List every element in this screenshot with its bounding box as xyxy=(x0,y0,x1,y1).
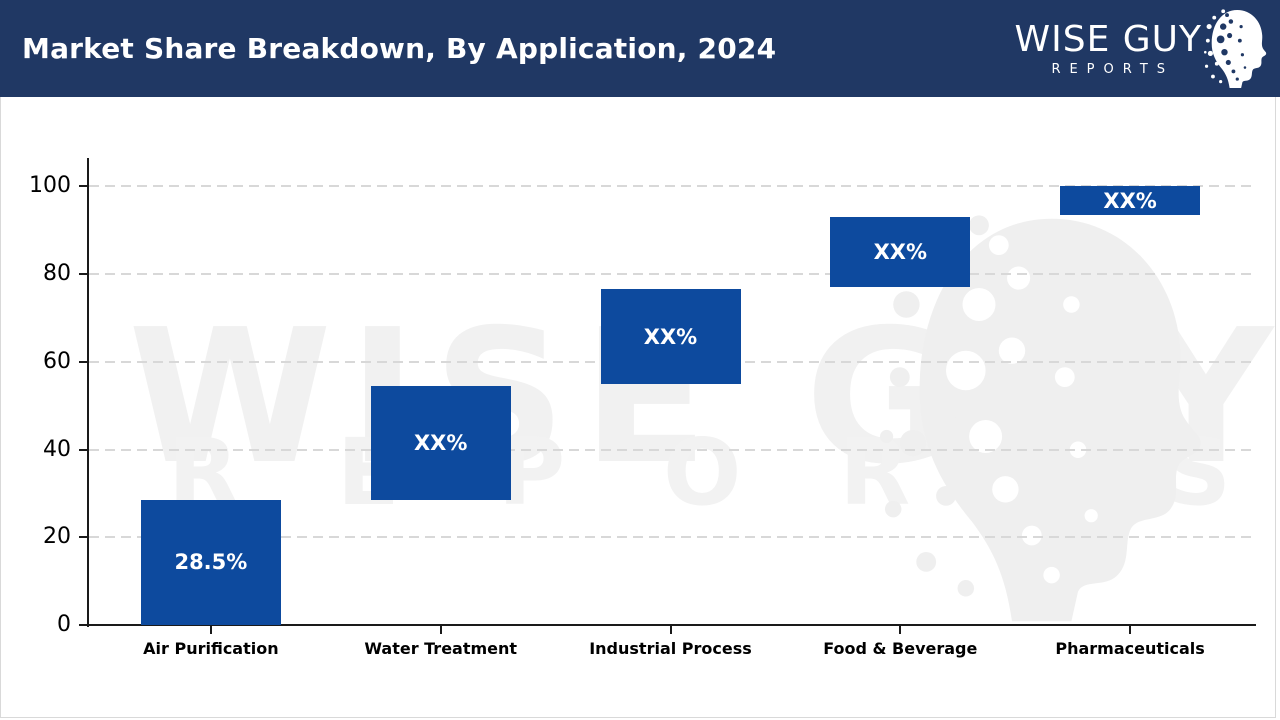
gridline-y-80 xyxy=(89,273,1256,276)
x-category-label: Food & Beverage xyxy=(823,639,978,658)
gridline-y-40 xyxy=(89,448,1256,451)
gridline-y-100 xyxy=(89,185,1256,188)
bar-pharmaceuticals: XX% xyxy=(1060,186,1201,215)
x-tickmark-4 xyxy=(1129,626,1132,634)
chart-title: Market Share Breakdown, By Application, … xyxy=(22,32,777,65)
x-tickmark-2 xyxy=(669,626,672,634)
bar-industrial-process: XX% xyxy=(600,289,741,384)
y-tick-label-60: 60 xyxy=(43,348,71,374)
bar-value-label: 28.5% xyxy=(174,550,248,575)
y-tickmark-20 xyxy=(79,536,87,539)
logo-wordmark-block: WISE GUY REPORTS xyxy=(1014,18,1203,77)
x-tickmark-1 xyxy=(439,626,442,634)
logo-head-icon xyxy=(1204,7,1268,91)
y-tick-label-100: 100 xyxy=(29,173,71,199)
x-axis-spine xyxy=(87,624,1256,626)
watermark-head-icon xyxy=(880,205,1210,635)
y-tickmark-80 xyxy=(79,273,87,276)
y-tickmark-100 xyxy=(79,185,87,188)
y-tickmark-40 xyxy=(79,448,87,451)
header-bar: Market Share Breakdown, By Application, … xyxy=(0,0,1280,97)
wiseguy-logo: WISE GUY REPORTS xyxy=(1015,6,1269,92)
x-category-label: Industrial Process xyxy=(589,639,752,658)
logo-wordmark: WISE GUY xyxy=(1014,18,1202,60)
x-category-label: Water Treatment xyxy=(364,639,518,658)
y-tick-label-0: 0 xyxy=(57,612,71,637)
y-tick-label-80: 80 xyxy=(43,261,71,287)
x-category-label: Air Purification xyxy=(143,639,279,658)
x-tickmark-3 xyxy=(899,626,902,634)
y-tick-label-20: 20 xyxy=(43,524,71,550)
y-axis-spine xyxy=(87,158,89,627)
x-tickmark-0 xyxy=(209,626,212,634)
bar-food-beverage: XX% xyxy=(830,217,971,288)
gridline-y-20 xyxy=(89,536,1256,539)
bar-value-label: XX% xyxy=(873,240,928,265)
logo-subtext: REPORTS xyxy=(1051,61,1175,77)
bar-water-treatment: XX% xyxy=(370,385,511,500)
y-tickmark-0 xyxy=(79,624,87,626)
bar-air-purification: 28.5% xyxy=(140,499,281,625)
bar-value-label: XX% xyxy=(1103,188,1157,213)
x-category-label: Pharmaceuticals xyxy=(1055,639,1205,658)
bar-value-label: XX% xyxy=(643,324,698,349)
y-tick-label-40: 40 xyxy=(43,436,71,462)
bar-value-label: XX% xyxy=(413,430,468,455)
y-tickmark-60 xyxy=(79,360,87,363)
